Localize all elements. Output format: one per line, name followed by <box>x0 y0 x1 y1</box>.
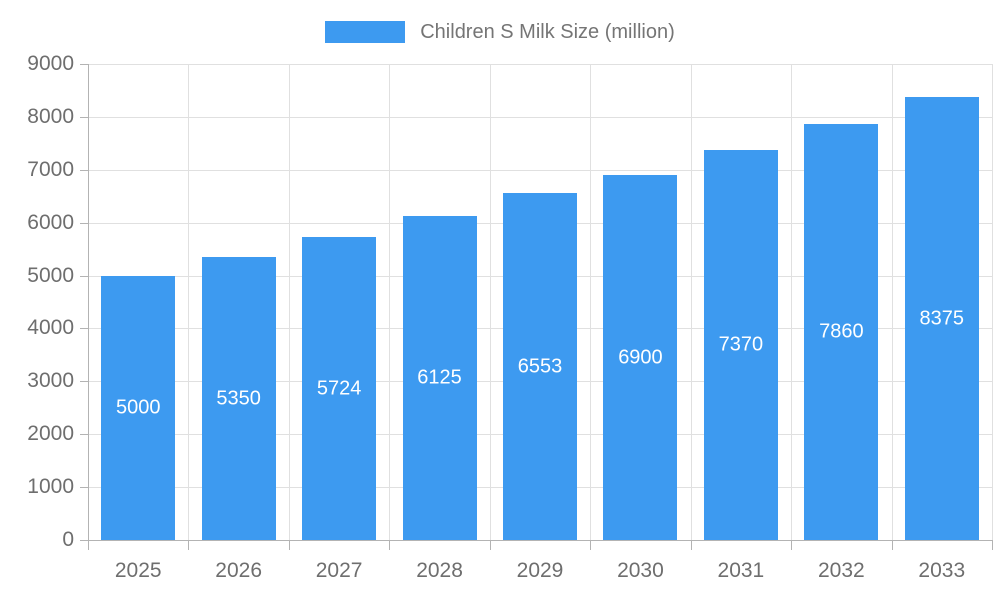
x-axis-tick <box>288 540 290 550</box>
x-gridline <box>891 64 893 540</box>
y-axis-label: 2000 <box>27 422 74 446</box>
y-axis-label: 7000 <box>27 157 74 181</box>
bar-value-label: 5724 <box>316 377 362 400</box>
y-axis-tick <box>80 222 88 224</box>
y-axis-label: 8000 <box>27 104 74 128</box>
y-axis-tick <box>80 275 88 277</box>
x-gridline <box>791 64 793 540</box>
x-axis-label-2029: 2029 <box>516 559 564 582</box>
x-gridline <box>389 64 391 540</box>
bar-value-label: 7370 <box>718 333 764 356</box>
x-axis-tick <box>188 540 190 550</box>
x-axis-label-2030: 2030 <box>617 559 664 582</box>
x-axis-tick <box>590 540 592 550</box>
y-gridline <box>88 169 992 171</box>
bar-2031[interactable]: 7370 <box>703 150 778 540</box>
bar-value-label: 5000 <box>115 396 161 419</box>
x-axis-label-2033: 2033 <box>918 559 966 582</box>
y-axis-label: 9000 <box>27 52 74 75</box>
x-axis-tick <box>992 540 993 550</box>
x-axis-label-2027: 2027 <box>315 559 363 582</box>
legend-series-label: Children S Milk Size (million) <box>420 21 675 43</box>
chart-legend[interactable]: Children S Milk Size (million) <box>0 18 1000 46</box>
bar-2025[interactable]: 5000 <box>101 275 176 540</box>
y-axis-label: 5000 <box>27 263 74 287</box>
y-axis-tick <box>80 64 88 65</box>
y-axis-tick <box>80 381 88 383</box>
x-axis-label-2028: 2028 <box>416 559 463 582</box>
y-axis-tick <box>80 116 88 118</box>
bar-2027[interactable]: 5724 <box>302 237 377 540</box>
y-axis-tick <box>80 328 88 330</box>
y-axis-tick <box>80 434 88 436</box>
x-gridline <box>188 64 190 540</box>
x-gridline <box>992 64 993 540</box>
y-axis-label: 6000 <box>27 210 74 234</box>
bar-value-label: 7860 <box>819 320 864 343</box>
x-gridline <box>489 64 491 540</box>
x-gridline <box>288 64 290 540</box>
y-gridline <box>88 116 992 118</box>
y-axis-tick <box>80 487 88 489</box>
bar-value-label: 5350 <box>216 387 261 409</box>
bar-2028[interactable]: 6125 <box>402 216 477 540</box>
bar-value-label: 8375 <box>919 307 965 330</box>
x-axis-label-2025: 2025 <box>114 559 162 582</box>
y-axis-label: 1000 <box>27 475 74 499</box>
x-axis-tick <box>489 540 491 550</box>
y-axis-label: 0 <box>62 528 74 551</box>
bar-value-label: 6553 <box>517 355 563 378</box>
x-axis-label-2026: 2026 <box>215 559 263 582</box>
bar-2033[interactable]: 8375 <box>904 97 979 540</box>
x-axis-tick <box>891 540 893 550</box>
x-gridline <box>590 64 592 540</box>
y-axis-tick <box>80 169 88 171</box>
y-axis-label: 3000 <box>27 369 74 393</box>
y-gridline <box>88 64 992 65</box>
bar-value-label: 6125 <box>417 366 462 389</box>
x-axis-line <box>80 540 992 541</box>
x-axis-tick <box>389 540 391 550</box>
x-axis-tick <box>791 540 793 550</box>
bar-2029[interactable]: 6553 <box>503 193 577 540</box>
bar-2032[interactable]: 7860 <box>804 124 879 540</box>
bar-2026[interactable]: 5350 <box>201 257 276 540</box>
x-axis-label-2032: 2032 <box>817 559 865 582</box>
y-axis-label: 4000 <box>27 316 74 340</box>
y-axis-line <box>88 64 89 550</box>
legend-swatch-icon <box>325 21 406 43</box>
bar-2030[interactable]: 6900 <box>603 175 678 540</box>
x-axis-label-2031: 2031 <box>717 559 765 582</box>
x-axis-tick <box>690 540 692 550</box>
x-gridline <box>690 64 692 540</box>
bar-value-label: 6900 <box>618 346 663 369</box>
